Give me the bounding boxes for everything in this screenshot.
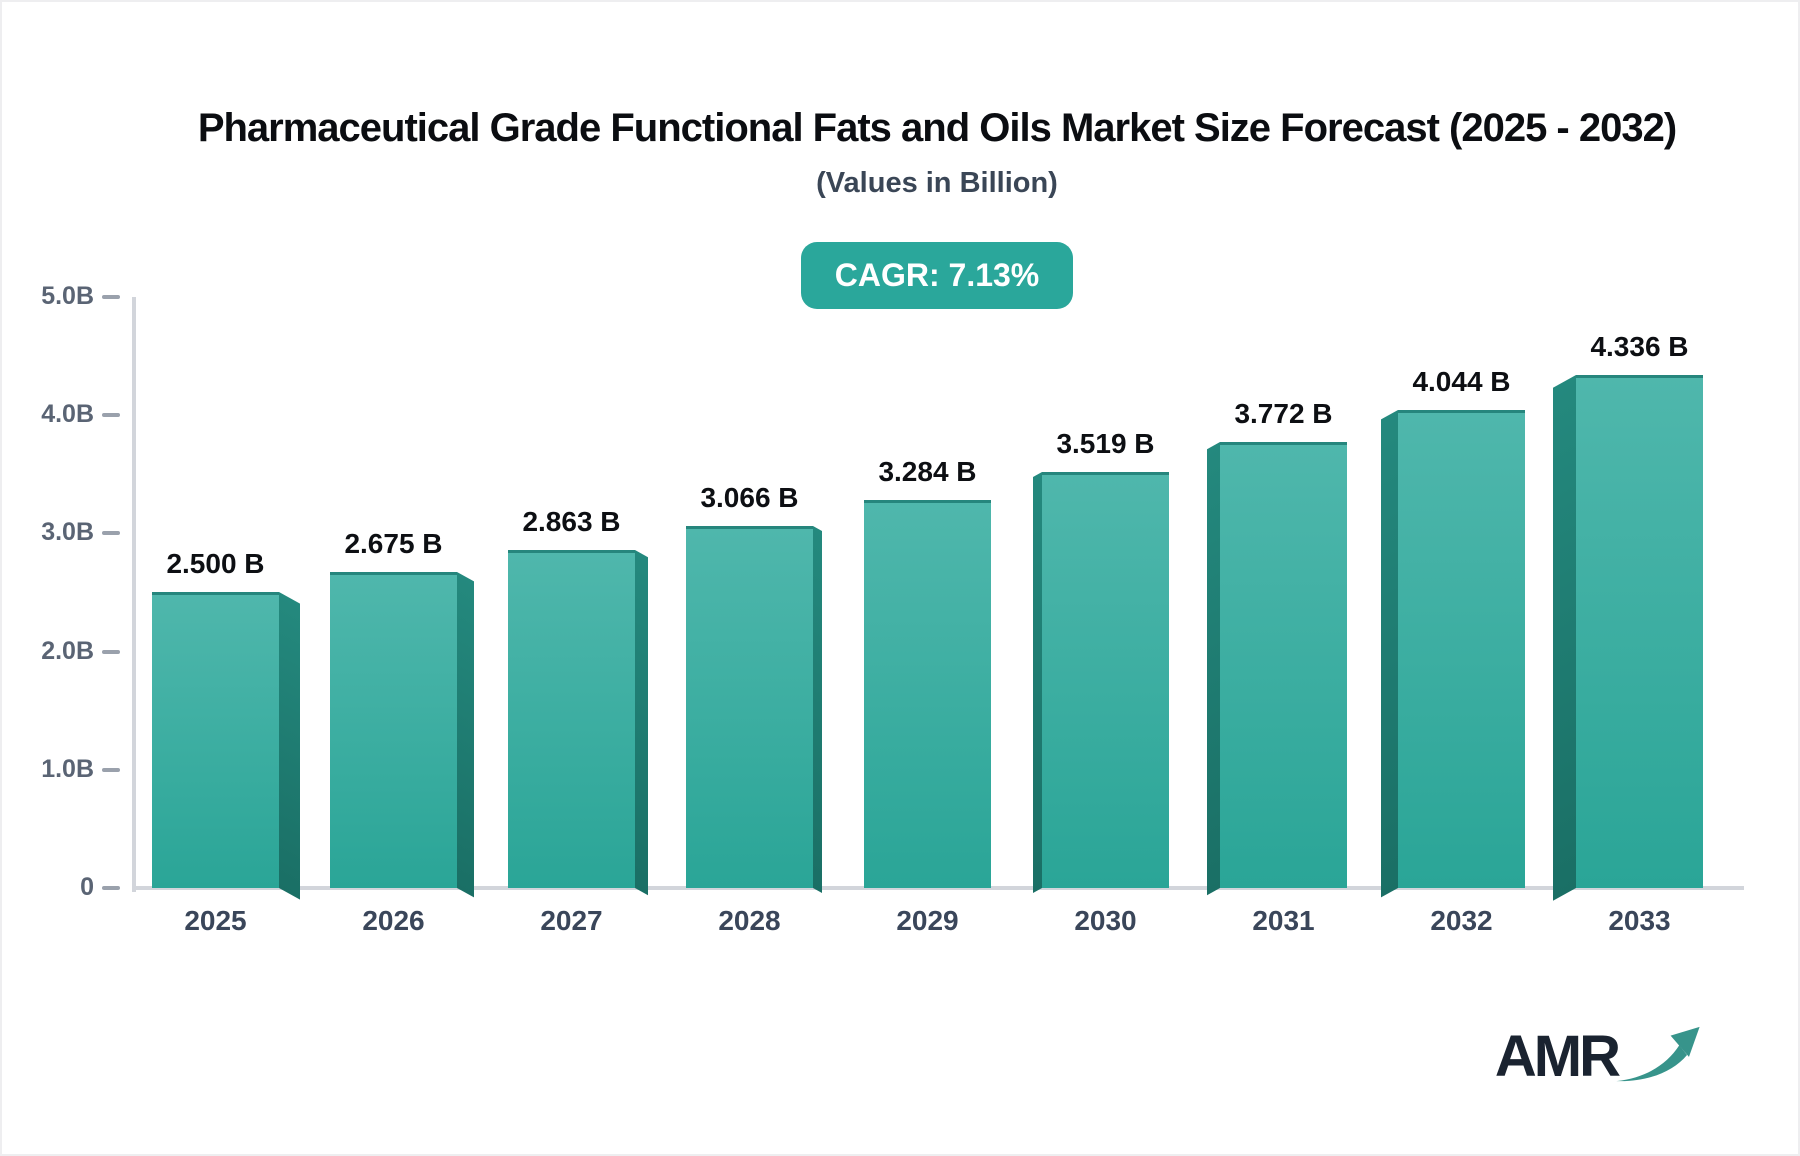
x-category-label: 2028	[718, 905, 781, 936]
y-tick-dash	[102, 295, 120, 299]
bar-side-face	[457, 572, 474, 898]
bar-face	[1042, 472, 1169, 888]
bar-side-face	[1033, 472, 1042, 893]
bar-side-face	[1553, 375, 1576, 901]
y-tick-dash	[102, 413, 120, 418]
chart-subtitle: (Values in Billion)	[816, 167, 1058, 199]
bar-face	[686, 526, 813, 888]
bar-value-label: 2.675 B	[344, 528, 443, 559]
bar-value-label: 4.044 B	[1412, 366, 1511, 397]
chart-title: Pharmaceutical Grade Functional Fats and…	[197, 106, 1677, 150]
bar-side-face	[813, 526, 822, 893]
y-axis-line	[132, 297, 136, 892]
bar-value-label: 4.336 B	[1590, 331, 1689, 362]
bar-side-face	[1207, 442, 1220, 896]
bar-side-face	[279, 592, 300, 900]
bar-value-label: 3.772 B	[1234, 398, 1333, 429]
x-category-label: 2026	[362, 905, 425, 936]
cagr-badge: CAGR: 7.13%	[800, 242, 1074, 309]
bar-face	[1220, 442, 1347, 888]
y-tick-dash	[102, 531, 120, 536]
x-category-label: 2031	[1252, 905, 1315, 936]
bar-face	[1576, 375, 1703, 888]
amr-logo: AMR	[1495, 1024, 1702, 1086]
x-category-label: 2030	[1074, 905, 1137, 936]
x-category-label: 2027	[540, 905, 603, 936]
bar-face	[1398, 410, 1525, 888]
growth-arrow-icon	[1616, 1026, 1700, 1082]
y-tick-label: 0	[80, 873, 94, 901]
x-category-label: 2033	[1608, 905, 1671, 936]
chart-header: Pharmaceutical Grade Functional Fats and…	[132, 106, 1742, 309]
y-tick-label: 2.0B	[41, 636, 94, 665]
y-tick-label: 3.0B	[41, 518, 94, 547]
x-category-label: 2029	[896, 905, 959, 936]
x-category-label: 2025	[184, 905, 247, 936]
bar-value-label: 3.066 B	[700, 482, 799, 513]
bar-face	[864, 500, 991, 888]
bar-value-label: 3.519 B	[1056, 428, 1155, 459]
bar-side-face	[1381, 410, 1398, 898]
x-category-label: 2032	[1430, 905, 1493, 936]
y-tick-label: 4.0B	[41, 400, 94, 429]
y-tick-dash	[102, 649, 120, 654]
bar-value-label: 2.500 B	[166, 548, 265, 579]
y-tick-dash	[102, 886, 120, 890]
y-tick-label: 5.0B	[41, 282, 94, 310]
amr-logo-text: AMR	[1494, 1024, 1621, 1089]
bar-value-label: 3.284 B	[878, 456, 977, 487]
y-tick-dash	[102, 767, 120, 772]
y-tick-label: 1.0B	[41, 754, 94, 783]
bar-face	[152, 592, 279, 888]
x-axis-line	[132, 886, 1744, 890]
bar-side-face	[635, 550, 648, 896]
bar-face	[508, 550, 635, 888]
bar-face	[330, 572, 457, 888]
bar-value-label: 2.863 B	[522, 506, 621, 537]
